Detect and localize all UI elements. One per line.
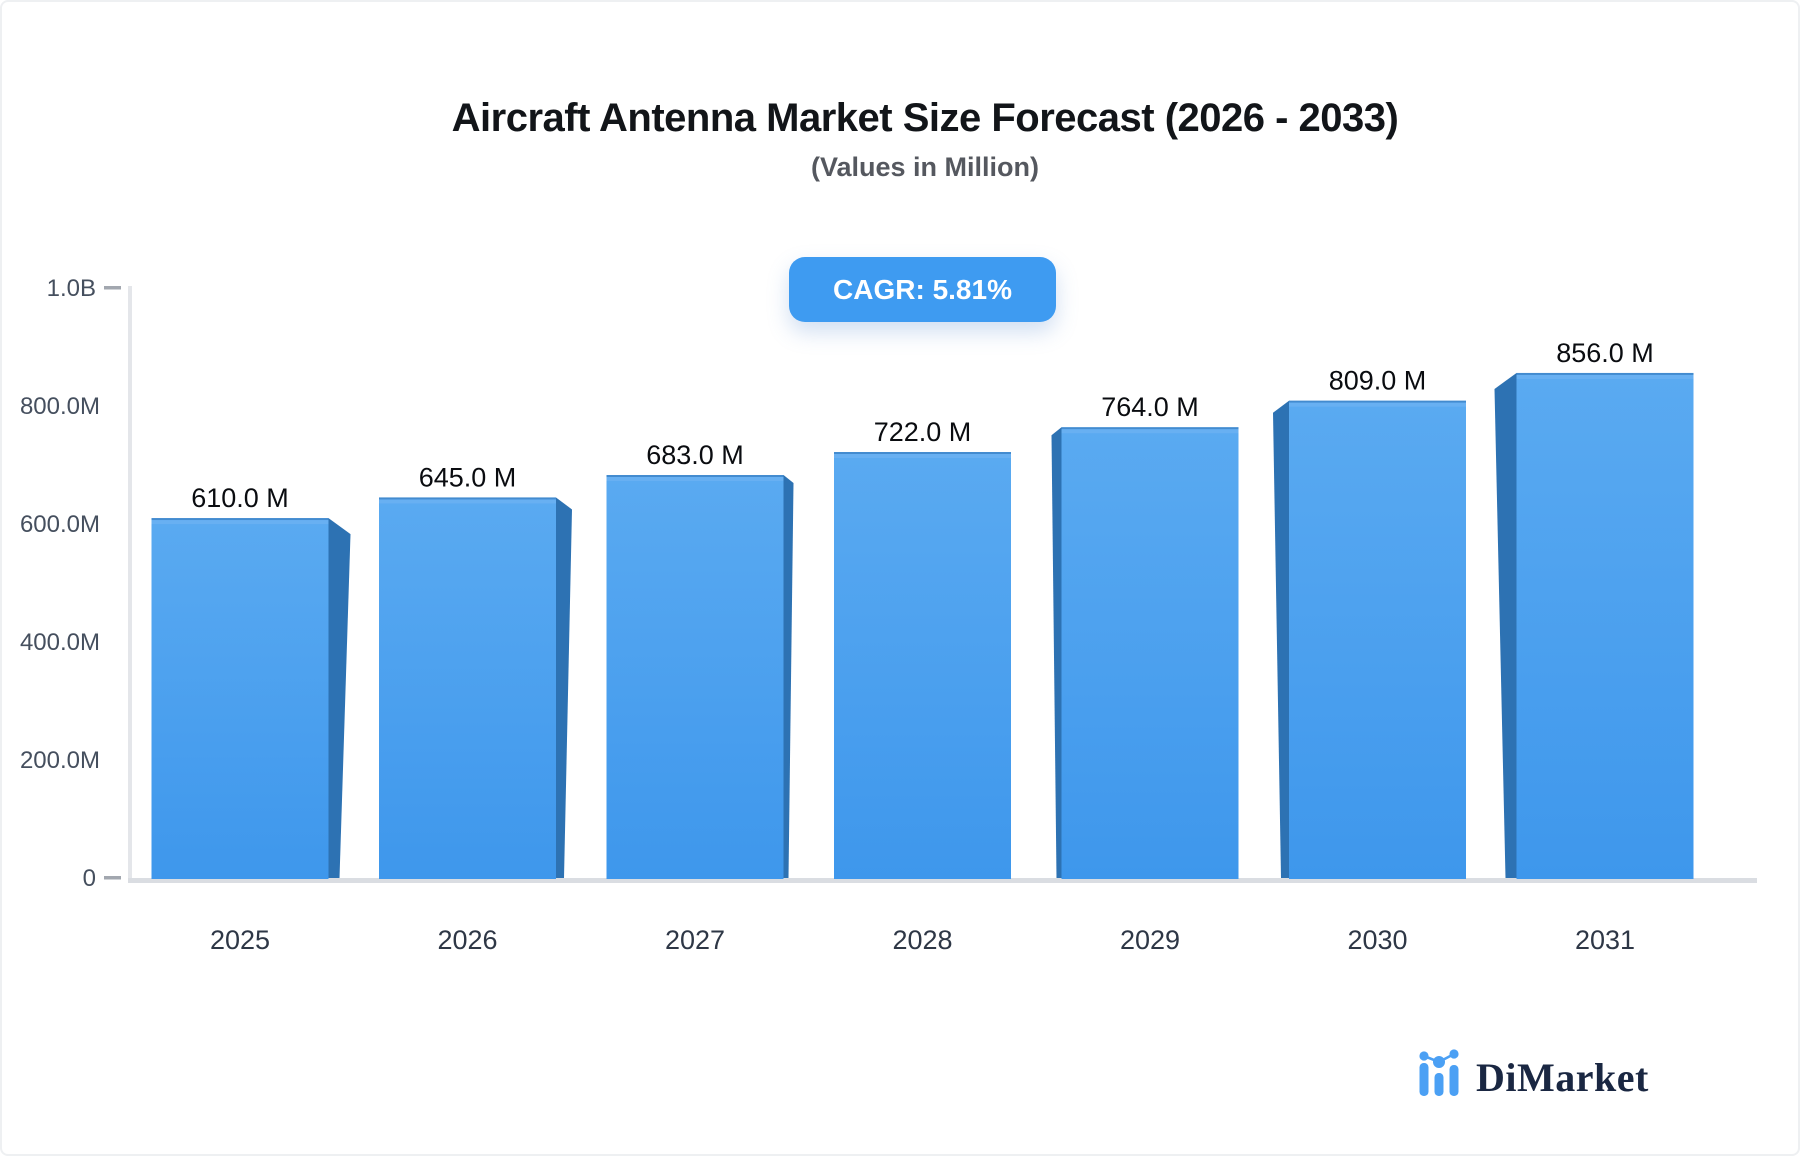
y-axis-tick	[104, 876, 121, 880]
x-axis-tick-label: 2025	[210, 925, 270, 955]
bar-top-edge	[151, 518, 329, 521]
bar-top-edge	[1061, 427, 1239, 430]
bar-3d-side	[1273, 400, 1289, 878]
bar-value-label: 764.0 M	[1101, 392, 1199, 422]
bar-top-edge	[1516, 372, 1694, 375]
bar-value-label: 645.0 M	[419, 462, 517, 492]
x-axis-line	[128, 878, 1757, 883]
bar-2027[interactable]: 683.0 M	[606, 440, 794, 879]
brand-name: DiMarket	[1476, 1055, 1649, 1100]
bar-3d-side	[1051, 427, 1062, 878]
x-axis-tick-label: 2029	[1120, 925, 1180, 955]
bar-face	[1289, 400, 1466, 879]
y-axis-tick-label: 800.0M	[20, 393, 100, 420]
y-axis-tick-label: 1.0B	[47, 275, 96, 302]
x-axis-tick-label: 2028	[892, 925, 952, 955]
bar-face	[151, 518, 329, 879]
y-axis-tick	[104, 286, 121, 290]
bar-2031[interactable]: 856.0 M	[1494, 338, 1694, 879]
x-axis-tick-label: 2026	[437, 925, 497, 955]
bar-value-label: 722.0 M	[874, 417, 972, 447]
bar-value-label: 610.0 M	[191, 483, 289, 513]
bar-3d-side	[556, 497, 572, 878]
bar-face	[379, 497, 556, 879]
bar-top-edge	[834, 452, 1011, 455]
bar-3d-side	[1494, 372, 1517, 878]
bar-face	[834, 452, 1011, 879]
bar-3d-side	[783, 475, 794, 878]
bar-top-strip	[379, 499, 556, 504]
bar-top-edge	[1289, 400, 1466, 403]
bar-value-label: 683.0 M	[646, 440, 744, 470]
bar-top-strip	[1289, 402, 1466, 407]
x-axis: 2025 2026 2027 2028 2029 2030 2031	[210, 925, 1635, 955]
bar-top-strip	[151, 520, 329, 525]
bar-top-strip	[1061, 429, 1239, 434]
y-axis-tick-label: 400.0M	[20, 629, 100, 656]
bar-2030[interactable]: 809.0 M	[1273, 366, 1466, 879]
bar-value-label: 856.0 M	[1556, 338, 1654, 368]
x-axis-tick-label: 2027	[665, 925, 725, 955]
bar-face	[1516, 372, 1694, 879]
brand-logo: DiMarket	[1414, 1036, 1704, 1098]
bar-2028[interactable]: 722.0 M	[834, 417, 1011, 879]
y-axis-tick-label: 0	[83, 865, 96, 892]
bar-2026[interactable]: 645.0 M	[379, 462, 572, 879]
y-axis-tick-label: 600.0M	[20, 511, 100, 538]
chart-title: Aircraft Antenna Market Size Forecast (2…	[451, 96, 1399, 140]
bar-top-edge	[379, 497, 556, 500]
bar-3d-side	[328, 518, 351, 878]
bars: 610.0 M 645.0 M 683.0 M 722.0 M 764.0 M 809.0…	[151, 338, 1694, 879]
bar-top-strip	[606, 477, 784, 482]
cagr-badge: CAGR: 5.81%	[789, 257, 1056, 322]
bar-chart-trend-icon	[1419, 1049, 1459, 1096]
bar-face	[1061, 427, 1239, 879]
bar-2025[interactable]: 610.0 M	[151, 483, 351, 879]
chart-subtitle: (Values in Million)	[810, 152, 1040, 182]
x-axis-tick-label: 2030	[1347, 925, 1407, 955]
y-axis-tick-label: 200.0M	[20, 747, 100, 774]
y-axis: 1.0B 800.0M 600.0M 400.0M 200.0M 0	[20, 275, 132, 892]
x-axis-tick-label: 2031	[1575, 925, 1635, 955]
bar-top-edge	[606, 475, 784, 478]
y-axis-line	[128, 286, 132, 878]
bar-value-label: 809.0 M	[1329, 366, 1427, 396]
bar-face	[606, 475, 784, 879]
bar-top-strip	[834, 454, 1011, 459]
bar-2029[interactable]: 764.0 M	[1051, 392, 1239, 879]
bar-top-strip	[1516, 374, 1694, 379]
